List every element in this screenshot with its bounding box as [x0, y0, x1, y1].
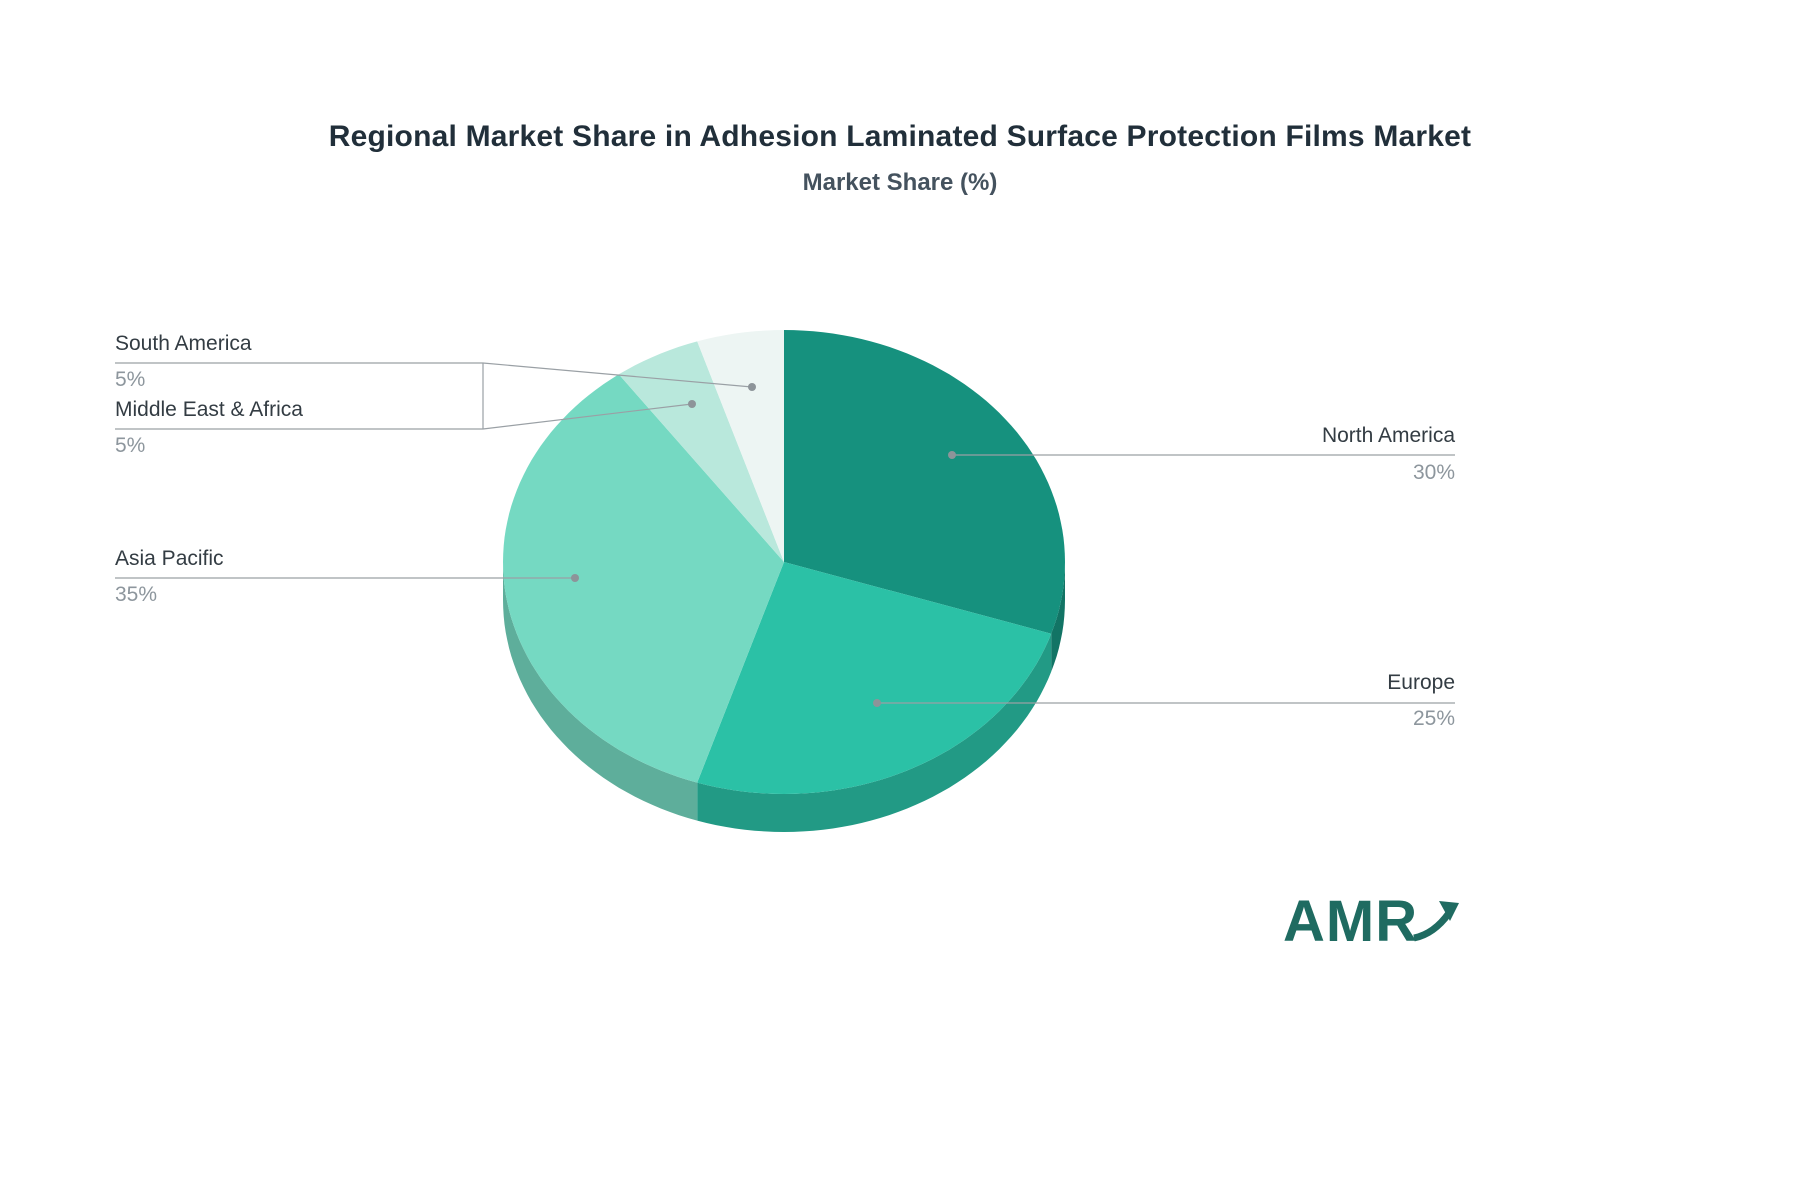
region-label-north-america: North America [1321, 424, 1455, 447]
leader-line-south-america [115, 362, 753, 388]
region-label-europe: Europe [1387, 671, 1455, 694]
region-label-asia-pacific: Asia Pacific [115, 547, 224, 570]
chart-subtitle: Market Share (%) [802, 169, 998, 196]
chart-title: Regional Market Share in Adhesion Lamina… [328, 120, 1472, 153]
leader-dot-south-america [748, 383, 756, 391]
pie-slice-europe [697, 562, 1052, 794]
leader-dot-asia-pacific [571, 574, 579, 582]
leader-dot-middle-east-africa [688, 400, 696, 408]
pie-slice-wall-north-america [1051, 562, 1065, 672]
pie-slice-wall-europe [697, 633, 1052, 832]
region-label-south-america: South America [115, 332, 252, 355]
region-value-middle-east-africa: 5% [115, 434, 146, 457]
region-value-south-america: 5% [115, 368, 146, 391]
amr-logo-text: AMR [1283, 889, 1419, 954]
region-value-north-america: 30% [1412, 461, 1455, 484]
pie-slice-wall-asia-pacific [503, 562, 698, 821]
leader-dot-europe [873, 699, 881, 707]
pie-slice-south-america [697, 330, 784, 562]
amr-logo-arrow-icon [1413, 901, 1460, 942]
pie-slice-asia-pacific [503, 374, 784, 783]
amr-logo: AMR [1283, 893, 1460, 951]
region-label-middle-east-africa: Middle East & Africa [115, 398, 303, 421]
leader-dot-north-america [948, 451, 956, 459]
pie-slice-middle-east-africa [618, 341, 784, 562]
leader-line-middle-east-africa [115, 403, 693, 430]
region-value-europe: 25% [1412, 707, 1455, 730]
pie-slice-north-america [784, 330, 1065, 634]
region-value-asia-pacific: 35% [115, 583, 158, 606]
